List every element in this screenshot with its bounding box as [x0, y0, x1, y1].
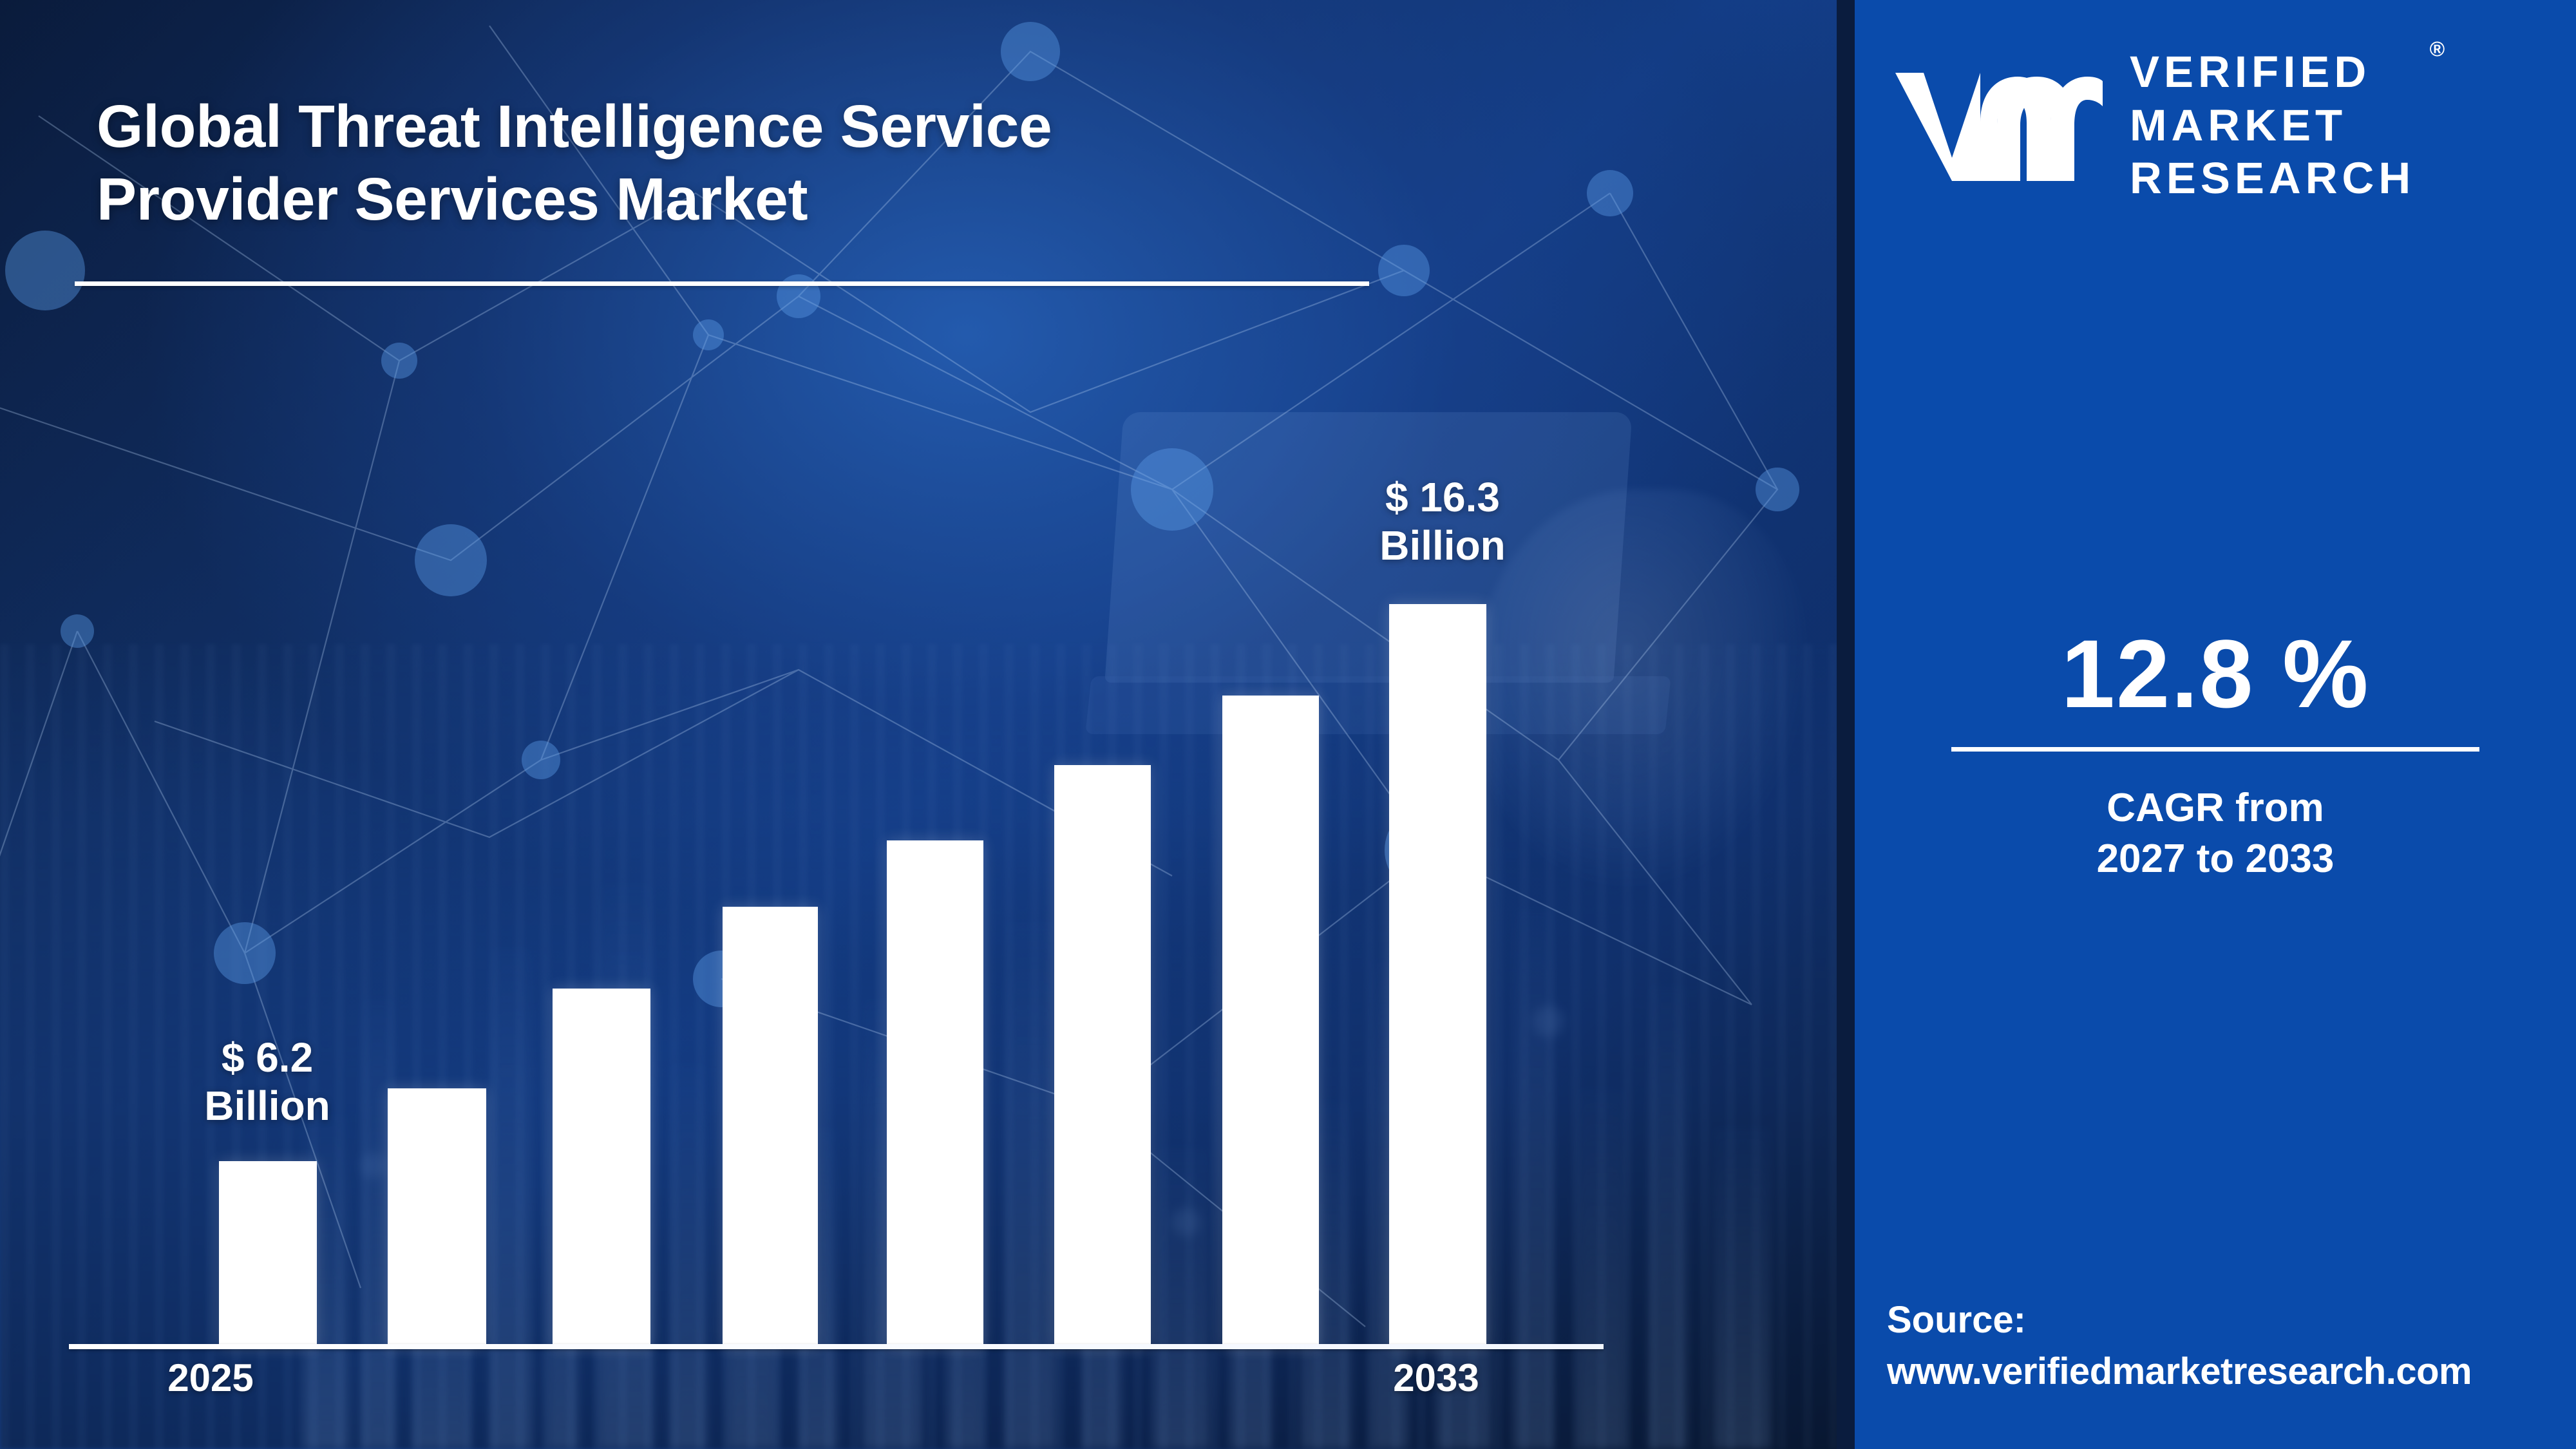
value-label-last: $ 16.3 Billion	[1333, 473, 1552, 570]
bar-2031	[1222, 696, 1319, 1348]
bar-2026	[388, 1088, 486, 1348]
x-axis-label-end: 2033	[1393, 1356, 1479, 1399]
bar-2030	[1054, 765, 1151, 1348]
x-axis-label-start: 2025	[167, 1356, 254, 1399]
cagr-value: 12.8 %	[2061, 620, 2370, 728]
cagr-caption-line1: CAGR from	[2107, 786, 2324, 830]
value-label-last-unit: Billion	[1379, 522, 1506, 569]
brand-wordmark-line2: MARKET	[2130, 100, 2347, 150]
page-title-line2: Provider Services Market	[97, 166, 808, 233]
bar-2028	[723, 907, 818, 1348]
cagr-caption: CAGR from 2027 to 2033	[1855, 782, 2576, 885]
source-label: Source:	[1887, 1299, 2026, 1341]
vmr-monogram-icon	[1895, 73, 2103, 181]
cagr-divider	[1951, 747, 2479, 752]
hand-silhouette	[1475, 489, 1810, 889]
brand-wordmark: VERIFIED MARKET RESEARCH ®	[2130, 37, 2445, 205]
brand-panel	[1855, 0, 2576, 1449]
bar-2029	[887, 840, 983, 1348]
bar-2027	[553, 989, 650, 1348]
value-label-first: $ 6.2 Billion	[161, 1034, 374, 1130]
bar-chart: $ 6.2 Billion $ 16.3 Billion 2025 2033	[69, 473, 1604, 1399]
chart-panel: Global Threat Intelligence Service Provi…	[0, 0, 1855, 1449]
source-url[interactable]: www.verifiedmarketresearch.com	[1887, 1350, 2472, 1393]
bar-2025	[219, 1161, 317, 1348]
page-title-line1: Global Threat Intelligence Service	[97, 93, 1052, 160]
source-block: Source: www.verifiedmarketresearch.com	[1887, 1294, 2570, 1397]
title-underline	[75, 281, 1369, 286]
value-label-first-unit: Billion	[204, 1082, 330, 1129]
panel-divider	[1837, 0, 1855, 1449]
brand-wordmark-line3: RESEARCH	[2130, 153, 2416, 204]
brand-logo: VERIFIED MARKET RESEARCH ®	[1890, 37, 2560, 206]
value-label-first-amount: $ 6.2	[221, 1034, 314, 1081]
bar-2033	[1389, 604, 1486, 1348]
page-title: Global Threat Intelligence Service Provi…	[97, 90, 1449, 236]
value-label-last-amount: $ 16.3	[1385, 474, 1500, 520]
brand-wordmark-line1: VERIFIED	[2130, 46, 2371, 97]
x-axis-line	[69, 1344, 1604, 1349]
registered-trademark-icon: ®	[2429, 37, 2445, 61]
cagr-caption-line2: 2027 to 2033	[2096, 837, 2334, 882]
